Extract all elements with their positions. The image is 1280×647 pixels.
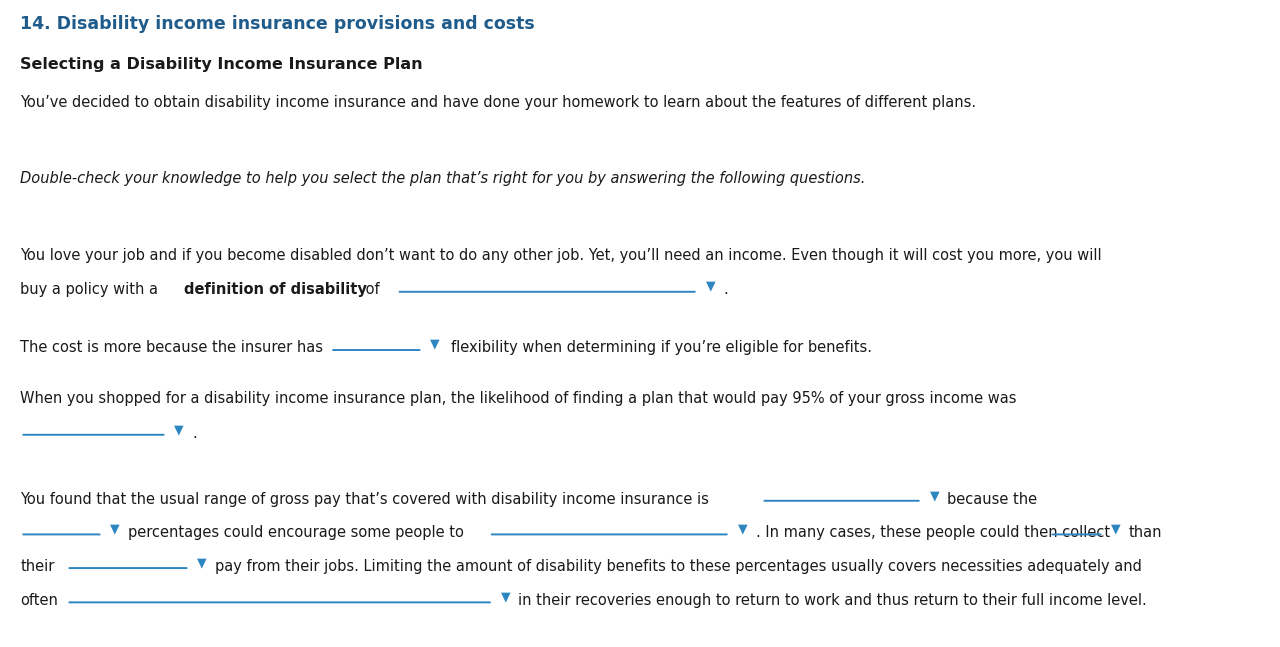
Text: You found that the usual range of gross pay that’s covered with disability incom: You found that the usual range of gross …: [20, 492, 709, 507]
Text: You love your job and if you become disabled don’t want to do any other job. Yet: You love your job and if you become disa…: [20, 248, 1102, 263]
Text: .: .: [192, 426, 197, 441]
Text: . In many cases, these people could then collect: . In many cases, these people could then…: [756, 525, 1111, 540]
Text: than: than: [1129, 525, 1162, 540]
Text: ▼: ▼: [705, 280, 716, 292]
Text: Selecting a Disability Income Insurance Plan: Selecting a Disability Income Insurance …: [20, 57, 424, 72]
Text: ▼: ▼: [737, 523, 748, 536]
Text: ▼: ▼: [500, 591, 511, 604]
Text: You’ve decided to obtain disability income insurance and have done your homework: You’ve decided to obtain disability inco…: [20, 95, 977, 110]
Text: 14. Disability income insurance provisions and costs: 14. Disability income insurance provisio…: [20, 15, 535, 33]
Text: of: of: [361, 282, 380, 297]
Text: pay from their jobs. Limiting the amount of disability benefits to these percent: pay from their jobs. Limiting the amount…: [215, 559, 1142, 574]
Text: ▼: ▼: [430, 338, 440, 351]
Text: ▼: ▼: [929, 489, 940, 502]
Text: flexibility when determining if you’re eligible for benefits.: flexibility when determining if you’re e…: [451, 340, 872, 355]
Text: often: often: [20, 593, 59, 608]
Text: ▼: ▼: [174, 423, 184, 436]
Text: ▼: ▼: [110, 523, 120, 536]
Text: in their recoveries enough to return to work and thus return to their full incom: in their recoveries enough to return to …: [518, 593, 1147, 608]
Text: percentages could encourage some people to: percentages could encourage some people …: [128, 525, 463, 540]
Text: definition of disability: definition of disability: [184, 282, 367, 297]
Text: When you shopped for a disability income insurance plan, the likelihood of findi: When you shopped for a disability income…: [20, 391, 1018, 406]
Text: Double-check your knowledge to help you select the plan that’s right for you by : Double-check your knowledge to help you …: [20, 171, 865, 186]
Text: their: their: [20, 559, 55, 574]
Text: ▼: ▼: [1111, 523, 1121, 536]
Text: .: .: [723, 282, 728, 297]
Text: buy a policy with a: buy a policy with a: [20, 282, 163, 297]
Text: ▼: ▼: [197, 556, 207, 569]
Text: because the: because the: [947, 492, 1037, 507]
Text: The cost is more because the insurer has: The cost is more because the insurer has: [20, 340, 324, 355]
